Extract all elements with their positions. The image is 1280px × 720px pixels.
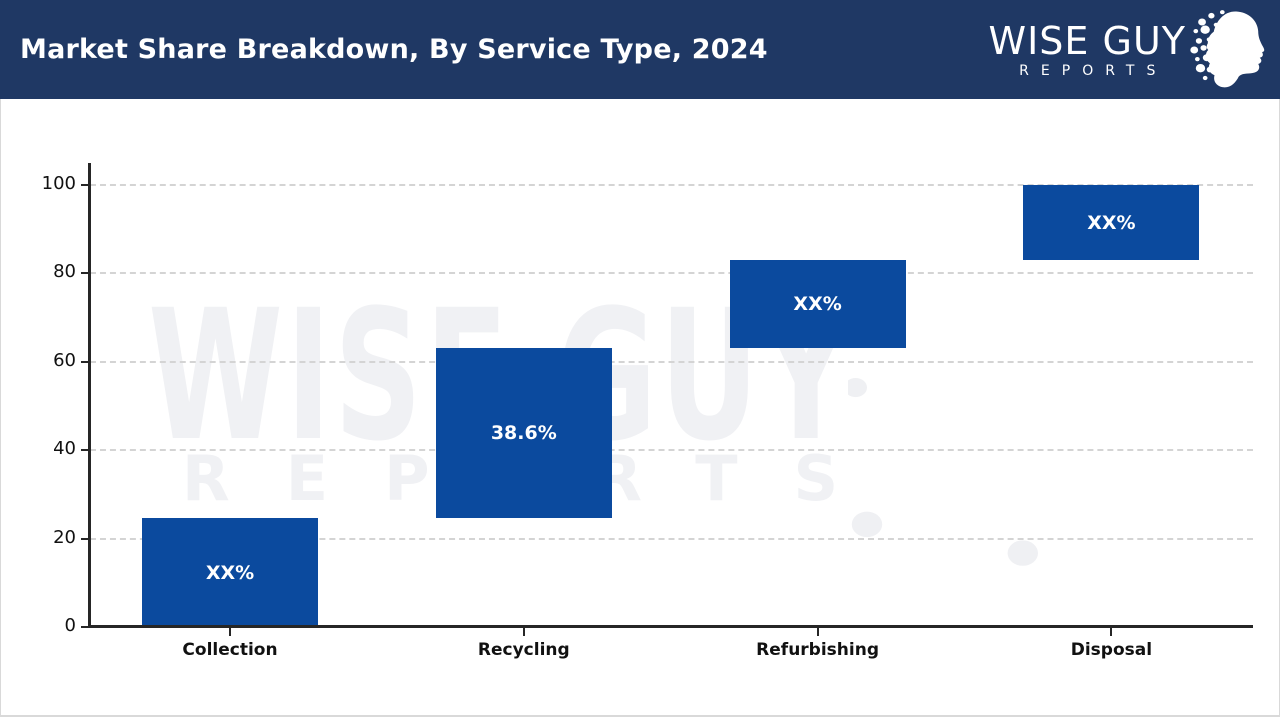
bar-recycling: 38.6% xyxy=(435,347,612,519)
bar-value-label: 38.6% xyxy=(490,421,557,444)
logo-line2: REPORTS xyxy=(1019,62,1168,79)
gridline-100 xyxy=(90,184,1253,186)
y-tick-label: 20 xyxy=(53,526,76,548)
y-tick-mark xyxy=(81,537,89,540)
y-tick-label: 100 xyxy=(41,173,76,194)
bar-value-label: XX% xyxy=(793,292,842,315)
y-tick-mark xyxy=(81,184,89,186)
y-tick-mark xyxy=(81,272,89,275)
y-tick-mark xyxy=(81,449,89,452)
x-category-label: Collection xyxy=(182,640,278,660)
x-tick-mark xyxy=(816,628,819,636)
header-bar: Market Share Breakdown, By Service Type,… xyxy=(0,0,1280,99)
page-title: Market Share Breakdown, By Service Type,… xyxy=(20,34,768,65)
x-category-label: Recycling xyxy=(477,640,570,660)
bar-refurbishing: XX% xyxy=(729,260,906,348)
gridline-80 xyxy=(90,272,1253,275)
x-tick-mark xyxy=(522,628,525,636)
bar-collection: XX% xyxy=(142,518,318,627)
logo-line1: WISE GUY xyxy=(988,18,1186,63)
y-tick-label: 80 xyxy=(53,261,76,283)
y-tick-mark xyxy=(81,626,89,628)
bar-disposal: XX% xyxy=(1023,185,1200,261)
logo-wordmark: WISE GUY REPORTS xyxy=(989,22,1186,78)
bar-value-label: XX% xyxy=(205,561,255,584)
gridline-60 xyxy=(90,360,1253,363)
x-tick-mark xyxy=(1110,628,1113,636)
x-category-label: Refurbishing xyxy=(756,640,879,660)
gridline-20 xyxy=(90,537,1253,540)
logo-head-icon xyxy=(1190,9,1265,87)
x-category-label: Disposal xyxy=(1070,640,1153,660)
y-tick-mark xyxy=(81,360,89,363)
gridline-40 xyxy=(90,449,1253,452)
bar-value-label: XX% xyxy=(1087,211,1136,234)
y-tick-label: 0 xyxy=(64,615,76,636)
y-tick-label: 60 xyxy=(53,349,76,371)
x-axis-line xyxy=(88,625,1253,628)
x-tick-mark xyxy=(229,628,231,636)
y-tick-label: 40 xyxy=(53,438,76,460)
y-axis-line xyxy=(88,163,91,628)
brand-logo: WISE GUY REPORTS xyxy=(989,8,1266,92)
